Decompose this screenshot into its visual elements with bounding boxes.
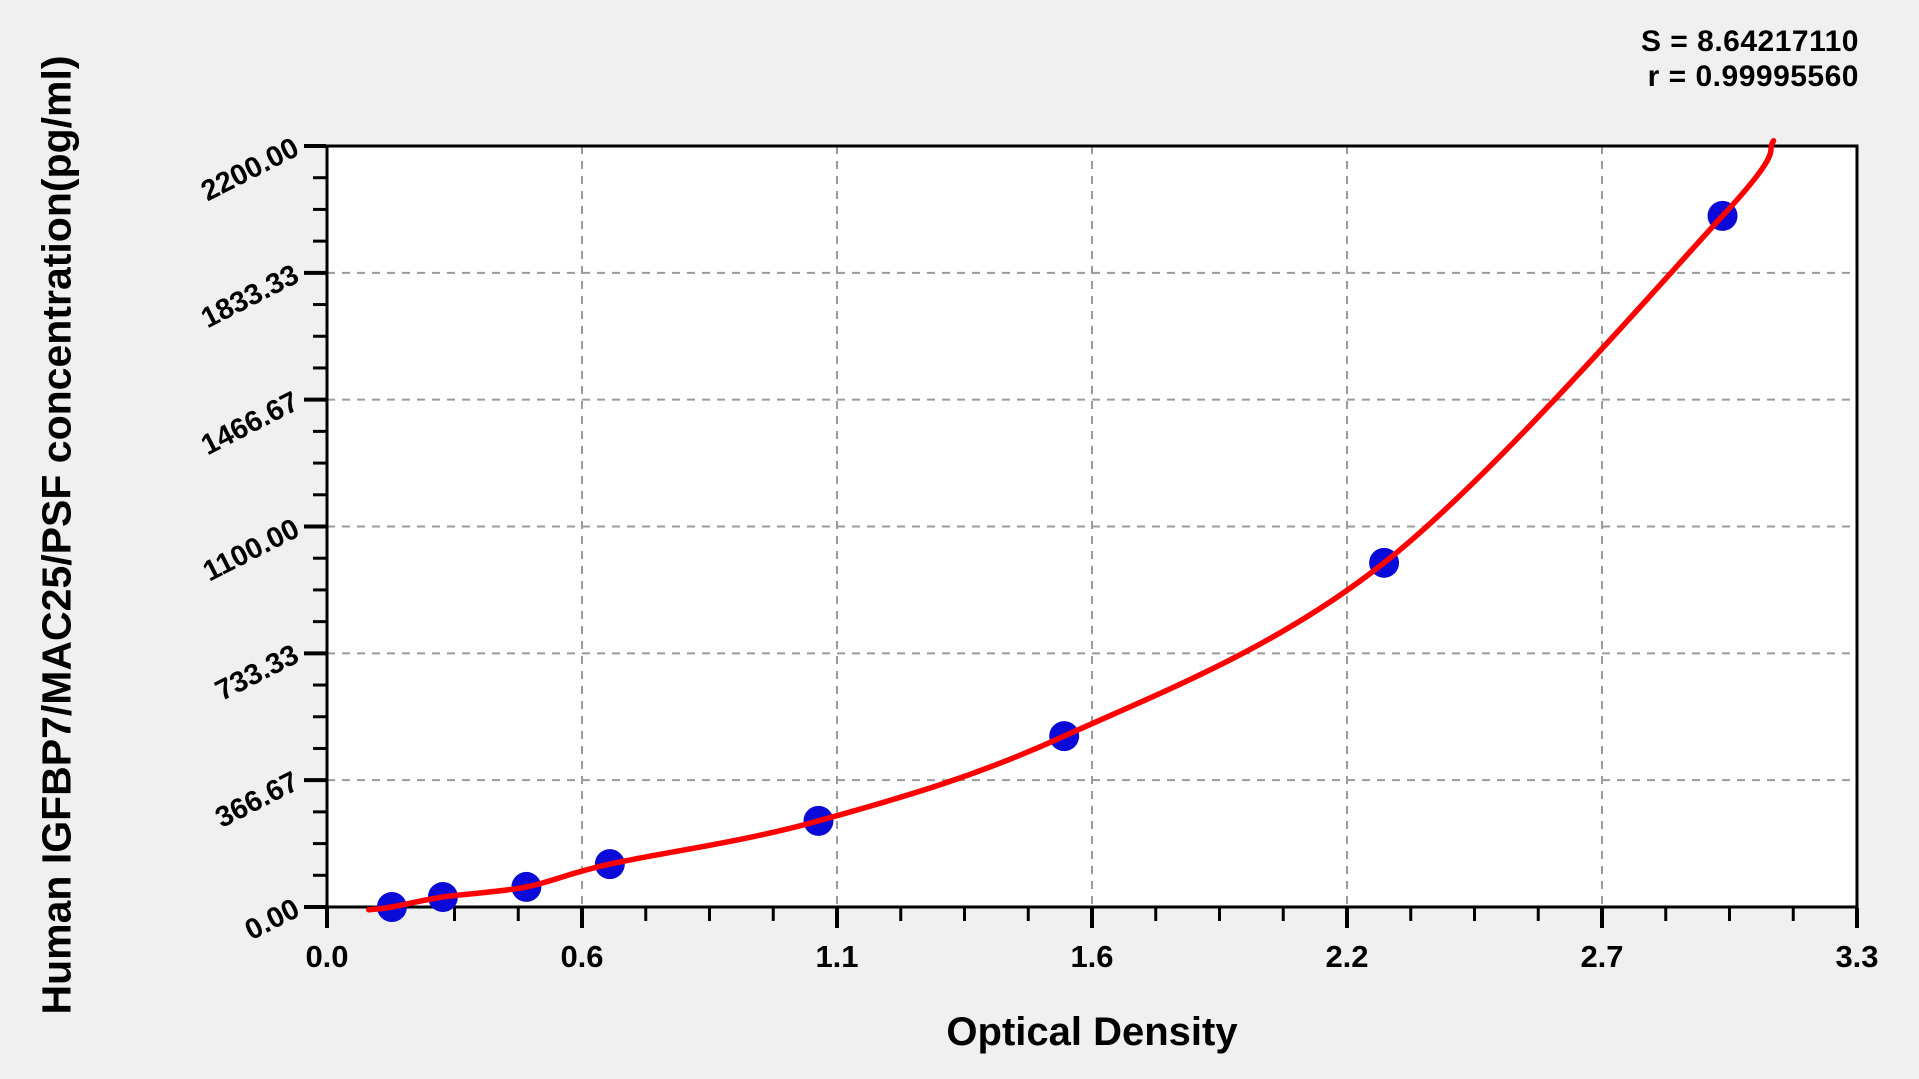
fit-statistics: S = 8.64217110 r = 0.99995560 [1641,24,1859,94]
x-axis-title: Optical Density [946,1010,1238,1054]
x-tick-label: 2.2 [1325,939,1369,974]
x-tick-label: 1.1 [815,939,859,974]
x-tick-label: 3.3 [1835,939,1879,974]
plot-border [325,144,1859,909]
x-tick-label: 0.0 [305,939,349,974]
x-tick-label: 1.6 [1070,939,1114,974]
r-value-text: r = 0.99995560 [1647,60,1859,93]
fitted-curve [365,138,1777,913]
s-value-text: S = 8.64217110 [1640,25,1859,58]
x-tick-label: 0.6 [560,939,604,974]
x-tick-label: 2.7 [1580,939,1624,974]
